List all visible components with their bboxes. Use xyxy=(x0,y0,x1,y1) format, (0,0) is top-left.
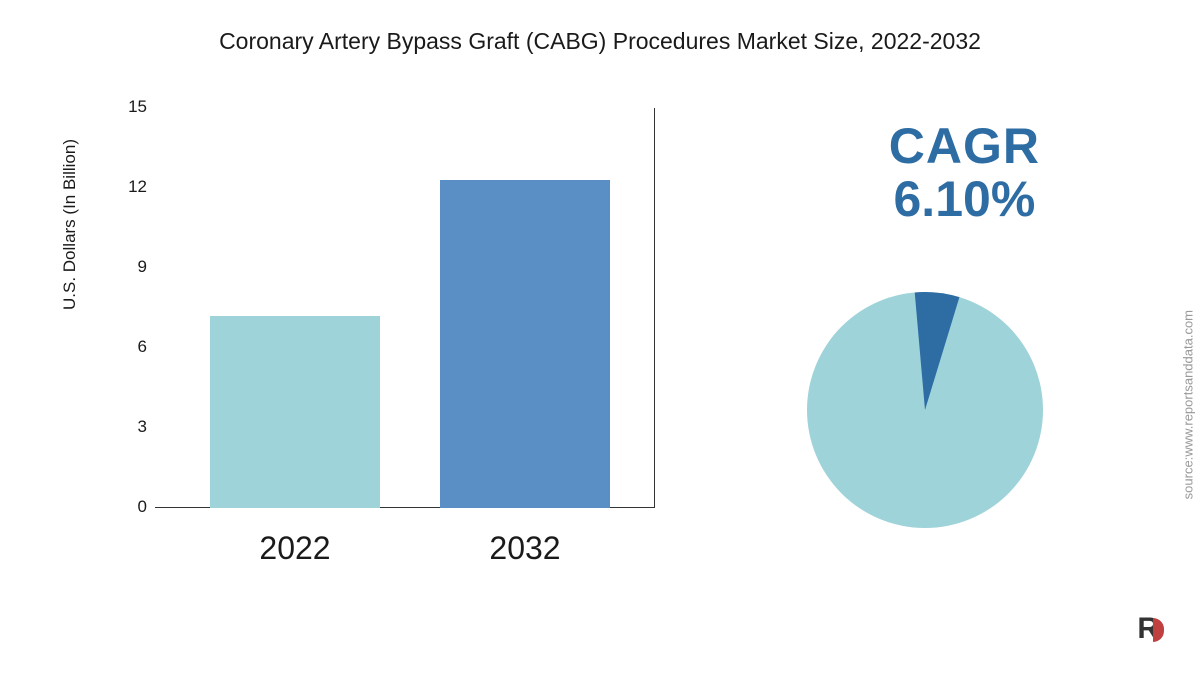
y-tick: 12 xyxy=(107,177,147,197)
bar-2022 xyxy=(210,316,380,508)
y-tick: 0 xyxy=(107,497,147,517)
brand-logo: R xyxy=(1137,612,1164,646)
y-tick: 3 xyxy=(107,417,147,437)
logo-half-icon xyxy=(1153,618,1164,642)
bar-2032 xyxy=(440,180,610,508)
y-tick: 9 xyxy=(107,257,147,277)
cagr-label: CAGR xyxy=(889,120,1040,173)
cagr-block: CAGR 6.10% xyxy=(889,120,1040,225)
y-axis-line-right xyxy=(654,108,655,508)
x-label-2032: 2032 xyxy=(440,530,610,570)
bar-chart-plot: 03691215 20222032 xyxy=(155,108,655,508)
source-text: source:www.reportsanddata.com xyxy=(1180,310,1195,499)
pie-chart xyxy=(805,290,1045,530)
cagr-value: 6.10% xyxy=(889,173,1040,226)
y-axis-label: U.S. Dollars (In Billion) xyxy=(60,139,80,310)
y-tick: 6 xyxy=(107,337,147,357)
x-label-2022: 2022 xyxy=(210,530,380,570)
y-tick: 15 xyxy=(107,97,147,117)
chart-title: Coronary Artery Bypass Graft (CABG) Proc… xyxy=(0,28,1200,55)
